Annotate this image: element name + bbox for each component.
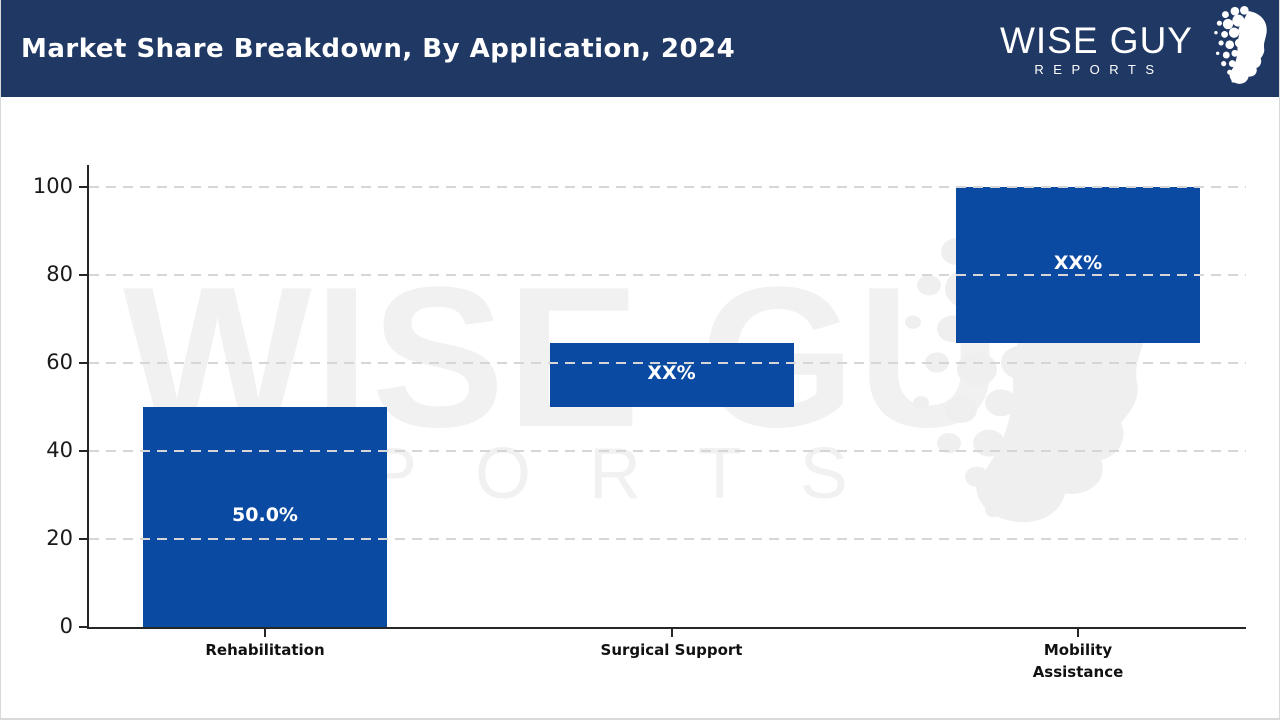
wise-guy-reports-logo: WISE GUY REPORTS [1000, 4, 1271, 94]
bar-value-label: XX% [1053, 252, 1103, 275]
gridline [89, 274, 1246, 276]
y-axis-line [87, 165, 89, 629]
y-tick-label: 80 [46, 262, 73, 286]
logo-reports-label: REPORTS [1034, 62, 1164, 77]
gridline [89, 362, 1246, 364]
y-tick [79, 186, 87, 188]
y-tick-label: 60 [46, 350, 73, 374]
logo-text: WISE GUY REPORTS [1000, 22, 1193, 76]
y-tick-label: 40 [46, 438, 73, 462]
x-category-label: Mobility Assistance [1032, 641, 1124, 681]
logo-wiseguy-label: WISE GUY [999, 20, 1193, 61]
x-category-label: Surgical Support [600, 641, 743, 659]
y-tick-label: 0 [59, 614, 73, 638]
x-tick [1077, 629, 1079, 637]
x-axis-line [87, 627, 1246, 629]
page-title: Market Share Breakdown, By Application, … [21, 33, 736, 64]
x-category-label: Rehabilitation [205, 641, 325, 659]
logo-dotted-head-icon [1214, 6, 1267, 84]
y-tick [79, 538, 87, 540]
y-tick [79, 274, 87, 276]
gridline [89, 186, 1246, 188]
x-tick [670, 629, 673, 637]
bar-rehabilitation [143, 407, 387, 627]
bar-value-label: XX% [647, 362, 696, 385]
bar-mobility-assistance [956, 187, 1200, 344]
y-tick [79, 362, 87, 364]
y-tick [79, 450, 87, 452]
bar-value-label: 50.0% [232, 504, 298, 526]
x-tick [264, 629, 266, 637]
gridline [89, 538, 1246, 540]
y-tick-label: 100 [32, 174, 73, 198]
y-tick-label: 20 [46, 526, 73, 550]
gridline [89, 450, 1246, 452]
header-bar: Market Share Breakdown, By Application, … [1, 0, 1279, 97]
y-tick [79, 626, 87, 628]
bar-surgical-support [549, 343, 794, 407]
